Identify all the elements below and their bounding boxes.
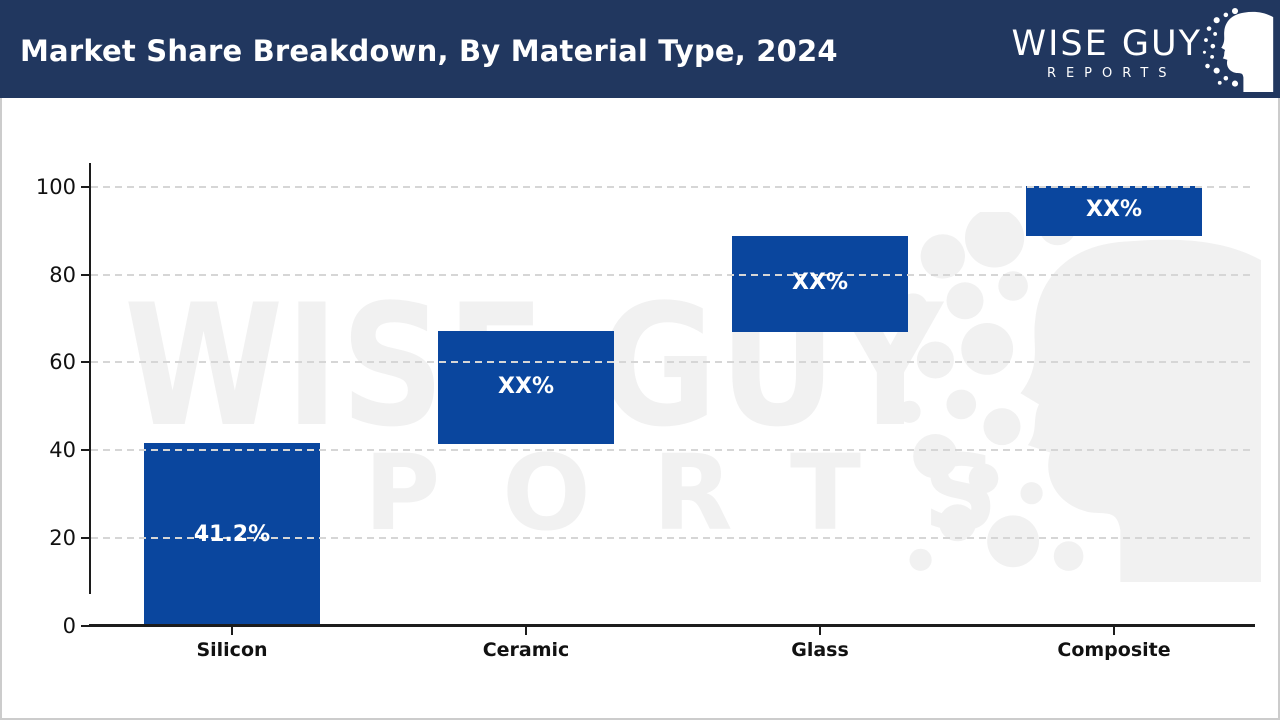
y-tick-label-100: 100 [35,175,76,199]
x-axis-line [89,624,1255,627]
x-label-composite: Composite [1057,639,1171,661]
bar-label-composite: XX% [1086,197,1142,222]
gridline-20 [91,537,1255,539]
y-tick-mark [81,186,90,188]
x-tick-mark [819,627,821,635]
watermark-text-2: PORTS [364,432,1060,554]
gridline-100 [91,186,1255,188]
header-bar: Market Share Breakdown, By Material Type… [0,0,1280,98]
x-tick-mark [1113,627,1115,635]
y-tick-mark [81,625,90,627]
wise-guy-reports-logo: WISE GUY REPORTS [1011,6,1274,94]
bar-silicon [144,443,320,625]
y-axis-line [89,163,91,594]
wise-guy-logo-face-icon [1202,8,1274,92]
bar-label-glass: XX% [792,270,848,295]
logo-wordmark: WISE GUY [1011,24,1202,64]
x-label-glass: Glass [791,639,849,661]
bar-composite [1026,186,1202,236]
y-tick-label-60: 60 [49,350,76,374]
watermark-face-icon [898,212,1261,582]
y-tick-label-20: 20 [49,526,76,550]
y-tick-mark [81,274,90,276]
y-tick-mark [81,449,90,451]
logo-subtitle: REPORTS [1046,66,1177,81]
x-label-ceramic: Ceramic [482,639,570,661]
gridline-40 [91,449,1255,451]
gridline-80 [91,274,1255,276]
bar-label-ceramic: XX% [498,374,554,399]
chart-area: 41.2% XX% XX% XX% 100 80 60 40 20 0 Sili… [2,98,1280,720]
x-tick-mark [525,627,527,635]
y-tick-mark [81,537,90,539]
chart-title: Market Share Breakdown, By Material Type… [20,34,838,68]
x-tick-mark [231,627,233,635]
y-tick-label-0: 0 [62,614,76,638]
bar-label-silicon: 41.2% [193,522,271,547]
logo-text: WISE GUY REPORTS [1011,24,1202,81]
bar-ceramic [438,331,614,444]
bar-glass [732,236,908,332]
y-tick-label-40: 40 [49,438,76,462]
x-label-silicon: Silicon [196,639,268,661]
y-tick-mark [81,361,90,363]
gridline-60 [91,361,1255,363]
y-tick-label-80: 80 [49,263,76,287]
